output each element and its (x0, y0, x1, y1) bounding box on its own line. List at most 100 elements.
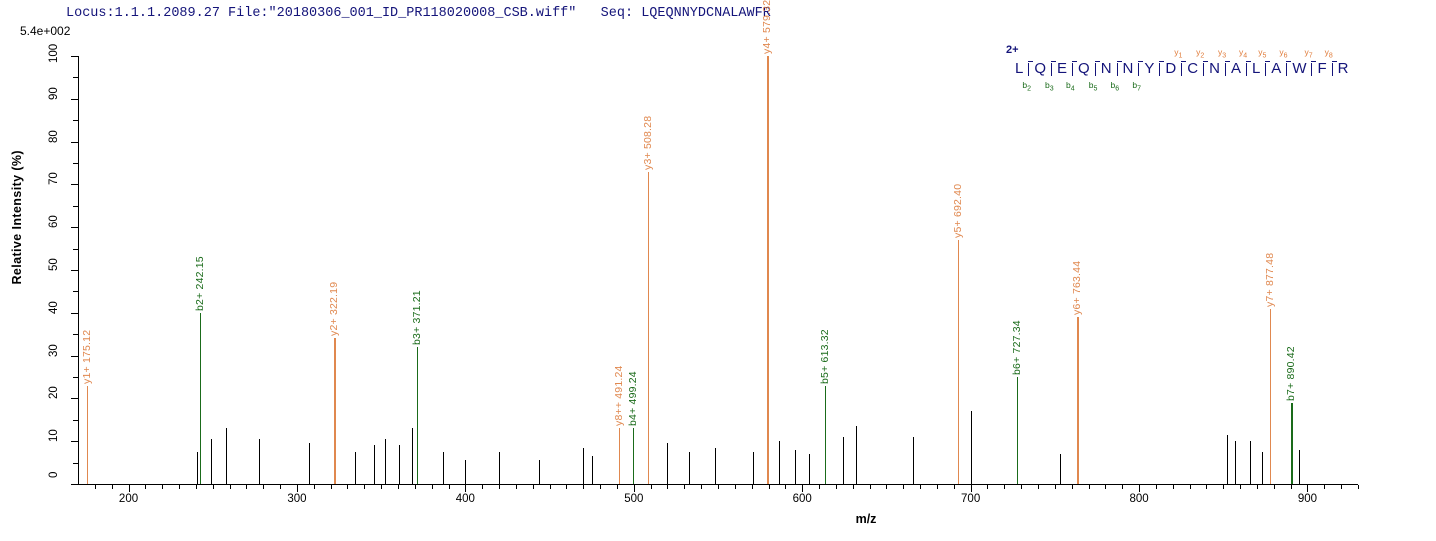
x-tick (162, 485, 164, 489)
y-tick (73, 163, 78, 164)
peak-label: b7+ 890.42 (1285, 345, 1298, 401)
x-tick-label: 900 (1297, 493, 1318, 505)
y-tick-label: 60 (48, 215, 60, 228)
y-tick-label: 40 (48, 300, 60, 314)
y-tick-label: 80 (48, 129, 60, 143)
peak (583, 447, 585, 484)
labeled-peak (632, 428, 634, 484)
fragment-divider-icon (1047, 61, 1057, 77)
fragment-divider-icon (1282, 61, 1292, 77)
y-ion-label-y4: y4 (1238, 47, 1248, 60)
residue: N (1209, 60, 1220, 77)
labeled-peak (647, 171, 650, 484)
fragment-divider-icon (1261, 61, 1271, 77)
peak (714, 447, 716, 484)
x-tick (1324, 485, 1326, 489)
fragment-divider-icon (1177, 61, 1187, 77)
b-ion-label-b2: b2 (1022, 80, 1031, 93)
b-ion-label-b6: b6 (1110, 80, 1120, 93)
peak-label: y4+ 579.32 (761, 0, 774, 54)
x-tick (852, 485, 854, 489)
fragment-divider-icon (1113, 61, 1122, 77)
fragment-divider-icon (1155, 61, 1165, 77)
x-tick (920, 485, 922, 489)
y-tick (73, 462, 78, 464)
peak (970, 411, 972, 484)
peak-label: b3+ 371.21 (410, 290, 423, 346)
x-tick (246, 485, 248, 489)
y-tick (71, 441, 78, 443)
y-tick-label: 10 (48, 429, 60, 442)
x-tick (701, 485, 703, 489)
peak (443, 451, 445, 484)
x-tick-label: 700 (961, 493, 981, 505)
peak (689, 451, 691, 484)
b-ion-label-b7: b7 (1132, 80, 1142, 93)
x-tick (229, 485, 231, 489)
x-tick (802, 485, 804, 492)
x-tick (1273, 485, 1275, 489)
b-ion-label-b3: b3 (1045, 80, 1054, 93)
peak-label: y2+ 322.19 (328, 282, 341, 337)
peak (778, 441, 780, 484)
y-ion-label-y1: y1 (1174, 47, 1183, 60)
y-tick (73, 248, 78, 250)
labeled-peak (1016, 377, 1019, 484)
fragment-divider-icon (1134, 61, 1144, 77)
labeled-peak (767, 56, 769, 484)
peak-label: b2+ 242.15 (193, 255, 206, 311)
x-tick (1004, 485, 1006, 489)
peak (385, 439, 387, 484)
x-tick (1290, 485, 1292, 489)
x-tick (1256, 485, 1258, 489)
peak-label: b6+ 727.34 (1010, 320, 1023, 375)
peak-label: b4+ 499.24 (626, 371, 639, 427)
x-tick (145, 485, 147, 489)
y-ion-label-y2: y2 (1196, 47, 1205, 60)
x-tick-label: 400 (455, 493, 475, 505)
x-tick (768, 485, 770, 489)
x-tick (734, 485, 736, 489)
peak (308, 443, 310, 484)
fragment-divider-icon (1091, 61, 1100, 77)
peak (808, 454, 810, 484)
x-tick (616, 485, 618, 489)
peak (226, 428, 228, 484)
x-tick (364, 485, 366, 489)
peak (465, 460, 467, 484)
x-tick (835, 485, 837, 489)
residue: L (1015, 60, 1024, 77)
x-tick (970, 485, 972, 492)
y-ion-label-y8: y8 (1324, 47, 1333, 60)
y-tick (73, 377, 78, 378)
x-tick (263, 485, 265, 489)
residue: Y (1144, 60, 1155, 77)
y-tick-label: 50 (48, 258, 60, 271)
peak (842, 436, 844, 484)
x-tick (414, 485, 416, 489)
x-tick (1088, 485, 1090, 489)
peak (374, 445, 376, 484)
labeled-peak (1077, 317, 1079, 484)
fragment-divider-icon (1242, 61, 1251, 77)
x-tick (128, 485, 130, 492)
x-tick (751, 485, 753, 489)
residue: A (1271, 60, 1282, 77)
peak (539, 460, 541, 484)
peak-label: y3+ 508.28 (641, 115, 654, 170)
x-tick (600, 485, 602, 489)
y-tick-label: 90 (48, 86, 60, 100)
x-tick (398, 485, 399, 489)
x-tick (381, 485, 383, 489)
y-tick (71, 484, 78, 485)
residue: E (1057, 60, 1068, 77)
peak (1299, 449, 1301, 484)
peak (1059, 454, 1061, 484)
x-axis-line (78, 484, 1358, 485)
x-tick (111, 485, 113, 489)
x-tick (633, 485, 635, 492)
x-tick (1307, 485, 1309, 492)
labeled-peak (416, 347, 419, 484)
y-axis-title: Relative Intensity (%) (10, 150, 24, 285)
